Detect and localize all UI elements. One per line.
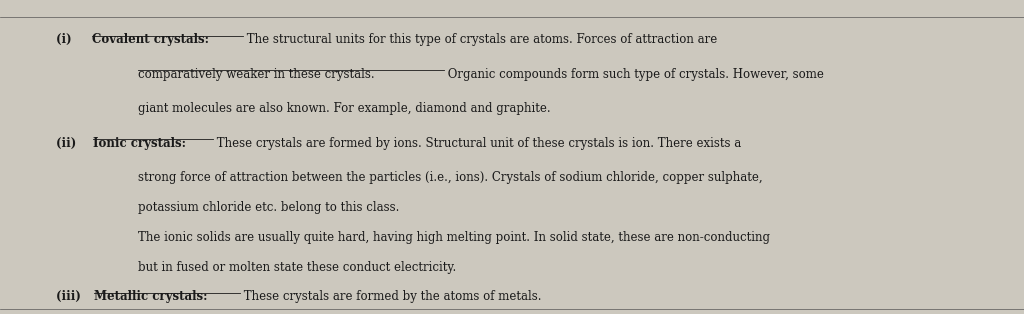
Text: (i): (i) — [56, 33, 84, 46]
Text: (ii): (ii) — [56, 137, 85, 149]
Text: (iii): (iii) — [56, 290, 85, 303]
Text: These crystals are formed by the atoms of metals.: These crystals are formed by the atoms o… — [241, 290, 542, 303]
Text: Organic compounds form such type of crystals. However, some: Organic compounds form such type of crys… — [443, 68, 823, 80]
Text: strong force of attraction between the particles (i.e., ions). Crystals of sodiu: strong force of attraction between the p… — [138, 171, 763, 184]
Text: Ionic crystals:: Ionic crystals: — [93, 137, 186, 149]
Text: giant molecules are also known. For example, diamond and graphite.: giant molecules are also known. For exam… — [138, 102, 551, 115]
Text: These crystals are formed by ions. Structural unit of these crystals is ion. The: These crystals are formed by ions. Struc… — [213, 137, 741, 149]
Text: The structural units for this type of crystals are atoms. Forces of attraction a: The structural units for this type of cr… — [244, 33, 718, 46]
Text: comparatively weaker in these crystals.: comparatively weaker in these crystals. — [138, 68, 375, 80]
Text: Covalent crystals:: Covalent crystals: — [92, 33, 210, 46]
Text: The ionic solids are usually quite hard, having high melting point. In solid sta: The ionic solids are usually quite hard,… — [138, 231, 770, 244]
Text: Metallic crystals:: Metallic crystals: — [94, 290, 207, 303]
Text: but in fused or molten state these conduct electricity.: but in fused or molten state these condu… — [138, 261, 457, 273]
Text: potassium chloride etc. belong to this class.: potassium chloride etc. belong to this c… — [138, 201, 399, 214]
